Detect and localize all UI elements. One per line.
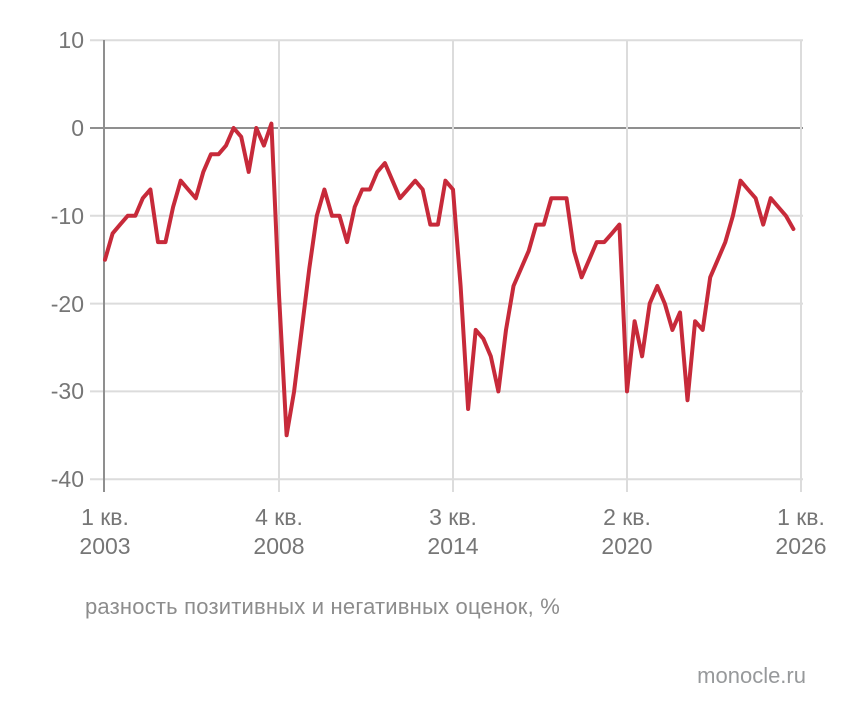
x-tick-year: 2020	[601, 533, 653, 559]
series-line	[103, 121, 796, 438]
chart-caption: разность позитивных и негативных оценок,…	[85, 594, 560, 619]
x-tick-quarter: 1 кв.	[81, 504, 129, 530]
y-tick-label: 0	[71, 115, 84, 141]
source-link[interactable]: monocle.ru	[697, 663, 806, 688]
line-chart	[90, 39, 803, 492]
x-tick-year: 2003	[79, 533, 131, 559]
x-tick-quarter: 3 кв.	[429, 504, 477, 530]
y-tick-label: -10	[50, 202, 84, 229]
y-tick-label: -40	[50, 466, 84, 493]
x-tick-year: 2008	[253, 533, 305, 559]
x-tick-quarter: 4 кв.	[255, 504, 303, 530]
y-tick-label: 10	[58, 27, 84, 54]
x-tick-quarter: 1 кв.	[777, 504, 825, 530]
x-tick-year: 2014	[427, 533, 479, 559]
x-tick-label: 4 кв. 2008	[219, 503, 339, 561]
x-tick-label: 3 кв. 2014	[393, 503, 513, 561]
y-tick-label: -20	[50, 290, 84, 317]
x-tick-label: 2 кв. 2020	[567, 503, 687, 561]
y-tick-label: -30	[50, 378, 84, 405]
x-tick-label: 1 кв. 2003	[45, 503, 165, 561]
x-tick-quarter: 2 кв.	[603, 504, 651, 530]
x-tick-label: 1 кв. 2026	[741, 503, 856, 561]
x-tick-year: 2026	[775, 533, 827, 559]
